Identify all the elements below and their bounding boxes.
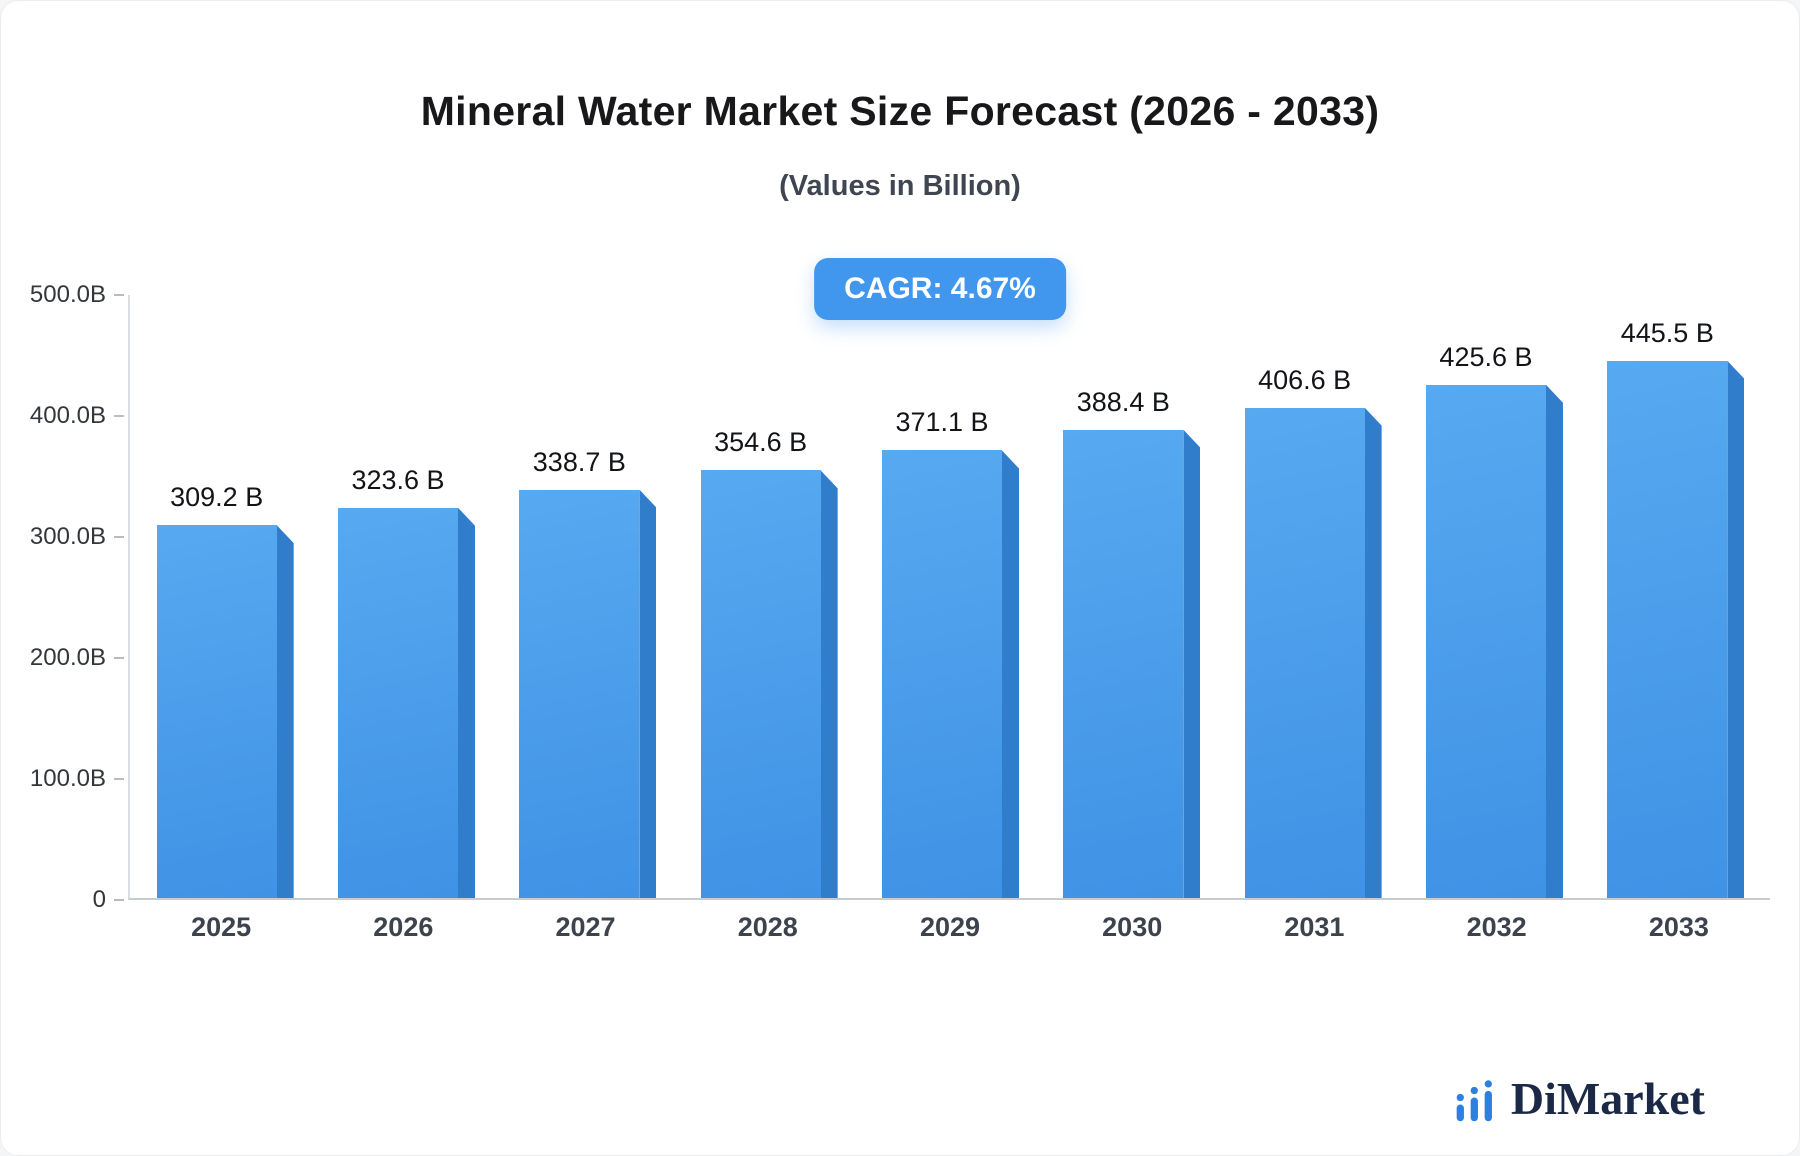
bar-side-face: [1183, 429, 1201, 898]
bar-side-face: [1727, 360, 1745, 898]
y-axis: 0 100.0B 200.0B 300.0B 400.0B 500.0B: [20, 281, 128, 913]
bar-side-face: [457, 507, 475, 898]
bar-2029[interactable]: [881, 450, 1019, 898]
bar-2025[interactable]: [156, 525, 294, 898]
bar-2032[interactable]: [1425, 384, 1563, 898]
bar-group: 406.6 B: [1222, 295, 1403, 898]
bar-2030[interactable]: [1063, 429, 1201, 898]
x-axis-label: 2033: [1648, 912, 1709, 942]
y-tick-mark: [114, 899, 124, 901]
bar-group: 425.6 B: [1403, 295, 1584, 898]
bar-side-face: [639, 489, 657, 898]
x-axis-label: 2032: [1466, 912, 1527, 942]
y-axis-label: 100.0B: [29, 765, 106, 792]
bar-side-face: [1001, 450, 1019, 898]
bar-2027[interactable]: [519, 489, 657, 898]
x-axis-label: 2026: [373, 912, 434, 942]
bar-value-label: 354.6 B: [714, 427, 808, 458]
x-axis-label: 2027: [555, 912, 616, 942]
x-axis-label: 2025: [191, 912, 252, 942]
y-tick-mark: [114, 778, 124, 780]
plot-area: 309.2 B 323.6 B 338.7 B 354.6 B 371.1 B 388.4…: [128, 295, 1770, 900]
y-axis-tick: 100.0B: [30, 765, 124, 793]
y-axis-label: 200.0B: [29, 644, 106, 671]
bar-value-label: 425.6 B: [1439, 341, 1533, 372]
bar-value-label: 371.1 B: [895, 407, 989, 438]
y-axis-tick: 0: [93, 886, 124, 914]
cagr-badge: CAGR: 4.67%: [814, 258, 1066, 320]
bar-side-face: [1545, 384, 1563, 898]
bar-value-label: 323.6 B: [351, 464, 445, 495]
bar-value-label: 406.6 B: [1258, 364, 1352, 395]
x-axis-label: 2028: [737, 912, 798, 942]
bar-value-label: 388.4 B: [1076, 386, 1170, 417]
bar-2031[interactable]: [1244, 407, 1382, 898]
y-axis-tick: 300.0B: [30, 523, 124, 551]
bar-side-face: [1364, 407, 1382, 898]
bar-group: 371.1 B: [859, 295, 1040, 898]
bar-side-face: [276, 525, 294, 898]
bar-value-label: 309.2 B: [170, 482, 264, 513]
x-axis-label: 2029: [919, 912, 981, 942]
bar-group: 338.7 B: [497, 295, 678, 898]
y-axis-tick: 400.0B: [30, 402, 124, 430]
brand-logo: DiMarket: [1451, 1076, 1705, 1122]
y-tick-mark: [114, 536, 124, 538]
y-axis-label: 400.0B: [29, 402, 106, 429]
bar-side-face: [820, 470, 838, 898]
y-axis-label: 500.0B: [29, 281, 106, 308]
y-axis-tick: 200.0B: [30, 644, 124, 672]
bar-group: 309.2 B: [134, 295, 315, 898]
bar-value-label: 445.5 B: [1620, 317, 1714, 348]
bar-2026[interactable]: [337, 507, 475, 898]
x-axis: 2025 2026 2027 2028 2029 2030 2031 2032 2033: [130, 912, 1770, 943]
y-axis-tick: 500.0B: [30, 281, 124, 309]
bar-group: 388.4 B: [1041, 295, 1222, 898]
y-axis-label: 300.0B: [29, 523, 106, 550]
bar-chart-logo-icon: [1456, 1080, 1492, 1122]
x-axis-label: 2030: [1102, 912, 1163, 942]
brand-name: DiMarket: [1510, 1073, 1705, 1124]
bar-group: 323.6 B: [315, 295, 496, 898]
y-axis-label: 0: [92, 886, 106, 913]
bar-2028[interactable]: [700, 470, 838, 898]
y-tick-mark: [114, 657, 124, 659]
y-tick-mark: [114, 415, 124, 417]
bar-group: 354.6 B: [678, 295, 859, 898]
bar-2033[interactable]: [1607, 360, 1745, 898]
bar-group: 445.5 B: [1585, 295, 1766, 898]
bar-value-label: 338.7 B: [532, 446, 626, 477]
chart-title: Mineral Water Market Size Forecast (2026…: [420, 88, 1380, 134]
x-axis-label: 2031: [1284, 912, 1345, 942]
y-tick-mark: [114, 294, 124, 296]
chart-subtitle: (Values in Billion): [779, 170, 1021, 202]
